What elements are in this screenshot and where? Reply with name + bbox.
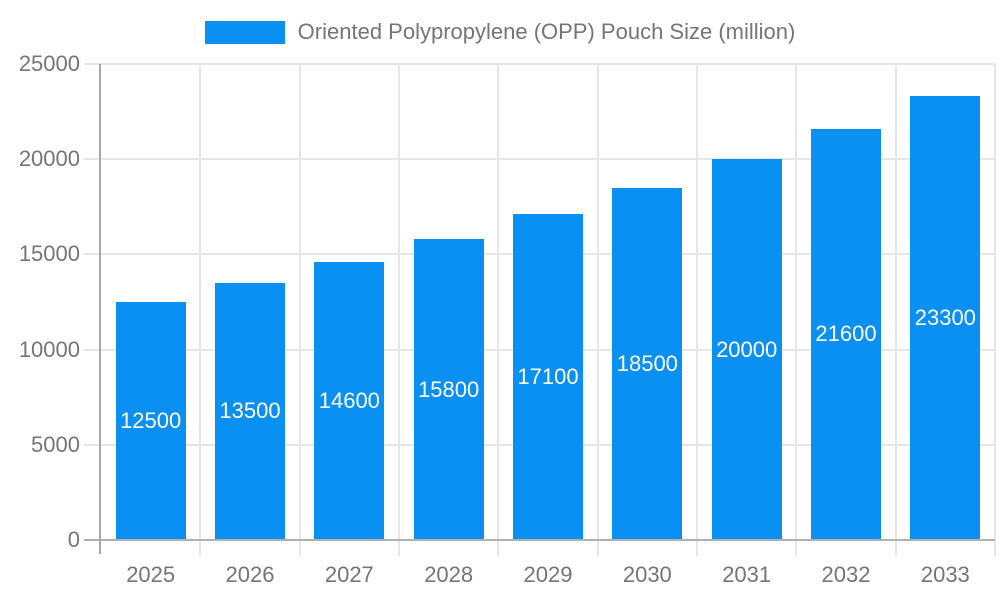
bar-value-label: 17100 — [517, 364, 579, 390]
bar-value-label: 14600 — [318, 388, 380, 413]
legend[interactable]: Oriented Polypropylene (OPP) Pouch Size … — [0, 19, 1000, 45]
x-gridline — [199, 64, 202, 556]
bar-value-label: 15800 — [418, 376, 480, 402]
y-gridline — [84, 158, 995, 161]
bar[interactable]: 21600 — [811, 128, 881, 540]
bar-value-label: 23300 — [914, 305, 976, 331]
x-axis-tick-label: 2033 — [920, 562, 970, 587]
bar[interactable]: 20000 — [711, 159, 782, 540]
bar[interactable]: 13500 — [215, 282, 285, 540]
x-gridline — [596, 64, 599, 556]
bar[interactable]: 12500 — [115, 302, 186, 540]
x-gridline — [994, 64, 996, 556]
x-axis-tick-label: 2027 — [324, 562, 374, 587]
x-gridline — [298, 64, 301, 556]
bar[interactable]: 15800 — [413, 239, 484, 540]
x-axis-tick-label: 2031 — [722, 562, 772, 587]
legend-series-label: Oriented Polypropylene (OPP) Pouch Size … — [297, 19, 796, 44]
y-axis-tick-label: 25000 — [18, 51, 80, 76]
bar-value-label: 13500 — [219, 398, 281, 424]
bar-value-label: 21600 — [815, 321, 877, 347]
x-axis-line — [84, 539, 995, 541]
bar[interactable]: 18500 — [612, 187, 683, 540]
x-gridline — [696, 64, 698, 556]
y-axis-tick-label: 15000 — [18, 241, 80, 267]
x-axis-tick-label: 2026 — [225, 562, 275, 587]
y-axis-tick-label: 0 — [67, 527, 80, 552]
bar-value-label: 20000 — [716, 336, 778, 362]
x-axis-tick-label: 2025 — [126, 562, 176, 587]
y-axis-tick-label: 10000 — [18, 336, 80, 362]
legend-swatch — [204, 20, 285, 44]
x-axis-tick-label: 2030 — [622, 562, 672, 587]
y-axis-tick-label: 20000 — [18, 146, 80, 172]
x-axis-tick-label: 2029 — [523, 562, 573, 587]
x-axis-tick-label: 2028 — [424, 562, 474, 587]
bar[interactable]: 23300 — [910, 96, 981, 540]
bar-value-label: 12500 — [120, 408, 182, 433]
y-axis-tick-label: 5000 — [31, 431, 80, 457]
y-gridline — [84, 63, 995, 65]
bar-value-label: 18500 — [616, 350, 678, 376]
bar[interactable]: 17100 — [513, 214, 583, 540]
y-axis-line — [99, 64, 101, 554]
x-gridline — [795, 64, 798, 556]
x-gridline — [398, 64, 400, 556]
x-axis-tick-label: 2032 — [821, 562, 871, 587]
x-gridline — [497, 64, 500, 556]
bar[interactable]: 14600 — [314, 262, 385, 540]
x-gridline — [894, 64, 897, 556]
